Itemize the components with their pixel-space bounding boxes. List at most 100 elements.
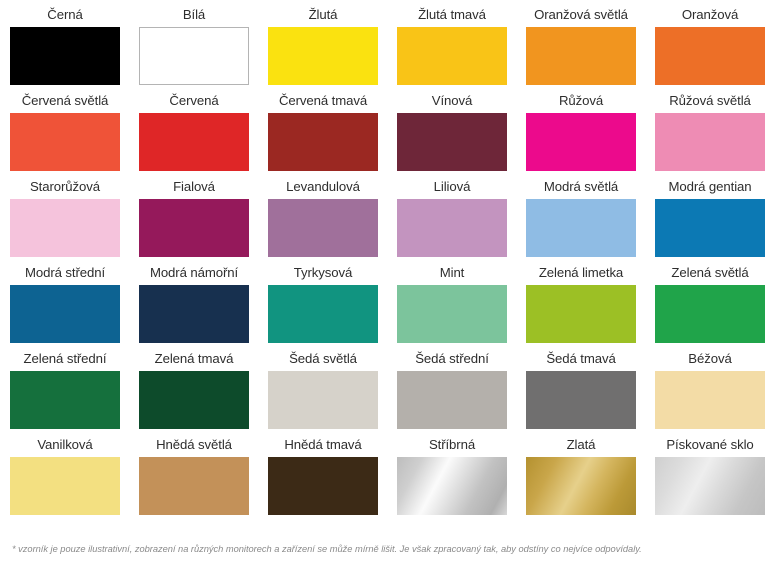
swatch-cell[interactable]: Béžová (655, 350, 765, 436)
swatch-color-chip[interactable] (655, 371, 765, 429)
swatch-label: Modrá světlá (543, 179, 619, 194)
swatch-cell[interactable]: Vínová (397, 92, 507, 178)
swatch-label: Šedá světlá (289, 351, 357, 366)
swatch-label: Bílá (182, 7, 206, 22)
swatch-color-chip[interactable] (526, 285, 636, 343)
swatch-cell[interactable]: Růžová (526, 92, 636, 178)
swatch-cell[interactable]: Modrá námořní (139, 264, 249, 350)
swatch-color-chip[interactable] (655, 199, 765, 257)
swatch-cell[interactable]: Hnědá světlá (139, 436, 249, 522)
swatch-label: Fialová (173, 179, 215, 194)
swatch-label: Hnědá tmavá (284, 437, 362, 452)
swatch-cell[interactable]: Růžová světlá (655, 92, 765, 178)
swatch-label: Žlutá tmavá (418, 7, 486, 22)
swatch-cell[interactable]: Levandulová (268, 178, 378, 264)
swatch-label: Hnědá světlá (156, 437, 232, 452)
swatch-color-chip[interactable] (526, 457, 636, 515)
swatch-cell[interactable]: Mint (397, 264, 507, 350)
swatch-color-chip[interactable] (397, 113, 507, 171)
swatch-color-chip[interactable] (139, 113, 249, 171)
swatch-label: Starorůžová (29, 179, 100, 194)
swatch-color-chip[interactable] (139, 457, 249, 515)
swatch-color-chip[interactable] (526, 113, 636, 171)
swatch-color-chip[interactable] (268, 113, 378, 171)
swatch-color-chip[interactable] (526, 371, 636, 429)
swatch-label: Liliová (433, 179, 471, 194)
swatch-cell[interactable]: Zelená tmavá (139, 350, 249, 436)
swatch-cell[interactable]: Šedá světlá (268, 350, 378, 436)
swatch-color-chip[interactable] (268, 285, 378, 343)
swatch-cell[interactable]: Zelená limetka (526, 264, 636, 350)
swatch-cell[interactable]: Modrá světlá (526, 178, 636, 264)
swatch-color-chip[interactable] (397, 457, 507, 515)
swatch-color-chip[interactable] (397, 27, 507, 85)
swatch-label: Šedá tmavá (546, 351, 616, 366)
swatch-color-chip[interactable] (10, 457, 120, 515)
swatch-label: Stříbrná (428, 437, 476, 452)
swatch-label: Zelená tmavá (154, 351, 234, 366)
swatch-label: Zlatá (566, 437, 596, 452)
swatch-color-chip[interactable] (526, 27, 636, 85)
swatch-label: Levandulová (286, 179, 360, 194)
swatch-cell[interactable]: Červená tmavá (268, 92, 378, 178)
swatch-color-chip[interactable] (10, 27, 120, 85)
swatch-color-chip[interactable] (10, 113, 120, 171)
swatch-cell[interactable]: Fialová (139, 178, 249, 264)
swatch-cell[interactable]: Žlutá tmavá (397, 6, 507, 92)
swatch-label: Šedá střední (415, 351, 489, 366)
swatch-cell[interactable]: Stříbrná (397, 436, 507, 522)
swatch-label: Modrá gentian (668, 179, 752, 194)
swatch-cell[interactable]: Šedá tmavá (526, 350, 636, 436)
swatch-color-chip[interactable] (139, 27, 249, 85)
swatch-cell[interactable]: Modrá střední (10, 264, 120, 350)
swatch-cell[interactable]: Červená světlá (10, 92, 120, 178)
swatch-color-chip[interactable] (10, 285, 120, 343)
swatch-label: Vínová (431, 93, 473, 108)
swatch-cell[interactable]: Žlutá (268, 6, 378, 92)
swatch-color-chip[interactable] (526, 199, 636, 257)
swatch-cell[interactable]: Zelená světlá (655, 264, 765, 350)
swatch-cell[interactable]: Starorůžová (10, 178, 120, 264)
swatch-cell[interactable]: Červená (139, 92, 249, 178)
swatch-cell[interactable]: Pískované sklo (655, 436, 765, 522)
swatch-label: Modrá námořní (149, 265, 239, 280)
swatch-cell[interactable]: Zlatá (526, 436, 636, 522)
swatch-color-chip[interactable] (268, 457, 378, 515)
swatch-color-chip[interactable] (139, 199, 249, 257)
swatch-color-chip[interactable] (397, 199, 507, 257)
swatch-cell[interactable]: Hnědá tmavá (268, 436, 378, 522)
swatch-color-chip[interactable] (397, 285, 507, 343)
disclaimer-footnote: * vzorník je pouze ilustrativní, zobraze… (12, 544, 642, 554)
swatch-color-chip[interactable] (655, 457, 765, 515)
swatch-label: Žlutá (308, 7, 338, 22)
swatch-cell[interactable]: Oranžová (655, 6, 765, 92)
swatch-color-chip[interactable] (655, 27, 765, 85)
swatch-cell[interactable]: Liliová (397, 178, 507, 264)
swatch-color-chip[interactable] (10, 199, 120, 257)
swatch-color-chip[interactable] (139, 285, 249, 343)
swatch-cell[interactable]: Černá (10, 6, 120, 92)
swatch-cell[interactable]: Šedá střední (397, 350, 507, 436)
swatch-color-chip[interactable] (397, 371, 507, 429)
swatch-cell[interactable]: Zelená střední (10, 350, 120, 436)
swatch-label: Tyrkysová (293, 265, 353, 280)
swatch-cell[interactable]: Bílá (139, 6, 249, 92)
swatch-color-chip[interactable] (139, 371, 249, 429)
swatch-label: Pískované sklo (666, 437, 754, 452)
swatch-label: Modrá střední (24, 265, 106, 280)
swatch-label: Červená tmavá (278, 93, 368, 108)
swatch-color-chip[interactable] (268, 27, 378, 85)
swatch-cell[interactable]: Modrá gentian (655, 178, 765, 264)
swatch-cell[interactable]: Oranžová světlá (526, 6, 636, 92)
swatch-label: Mint (439, 265, 465, 280)
swatch-cell[interactable]: Vanilková (10, 436, 120, 522)
swatch-label: Růžová světlá (669, 93, 751, 108)
swatch-label: Oranžová světlá (534, 7, 628, 22)
swatch-color-chip[interactable] (268, 371, 378, 429)
swatch-color-chip[interactable] (268, 199, 378, 257)
swatch-color-chip[interactable] (655, 285, 765, 343)
swatch-color-chip[interactable] (655, 113, 765, 171)
swatch-label: Růžová (558, 93, 604, 108)
swatch-color-chip[interactable] (10, 371, 120, 429)
swatch-cell[interactable]: Tyrkysová (268, 264, 378, 350)
